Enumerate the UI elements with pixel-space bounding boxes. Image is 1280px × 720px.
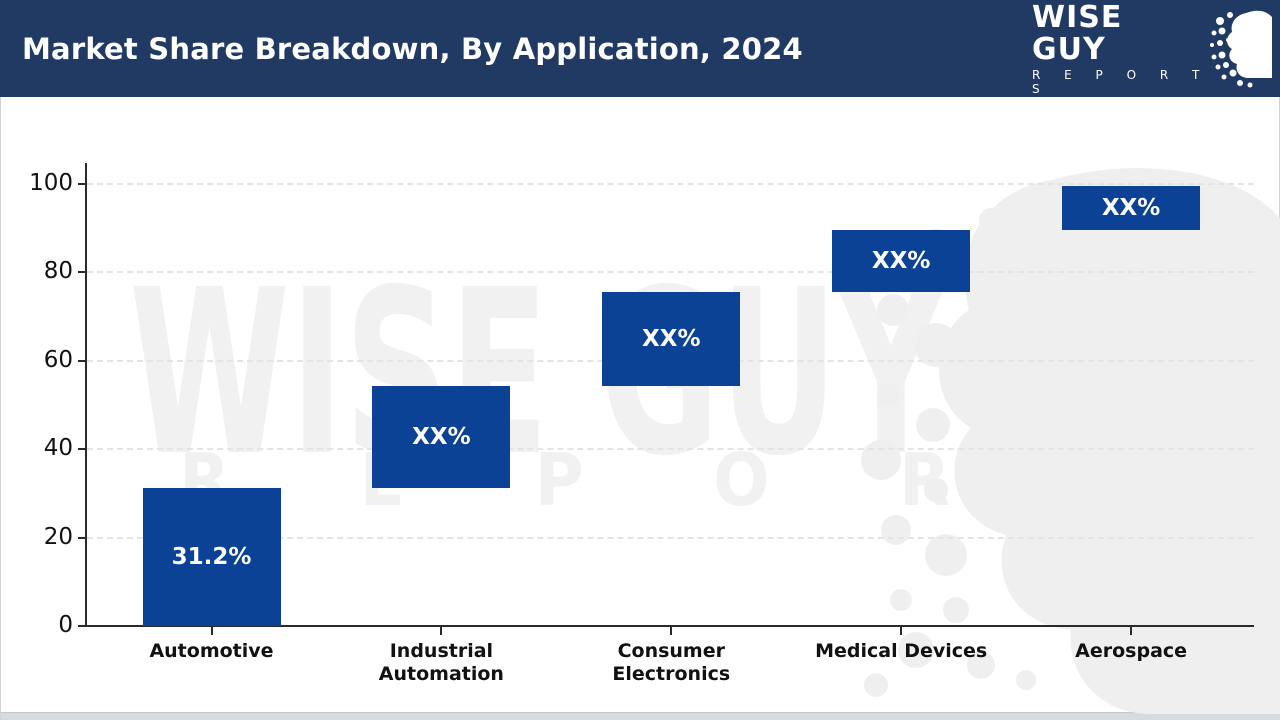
x-tick-mark-industrial-automation bbox=[440, 627, 443, 635]
gridline-100 bbox=[87, 183, 1254, 185]
y-tick-label-20: 20 bbox=[43, 523, 73, 550]
footer-divider bbox=[1, 712, 1280, 713]
logo-face-icon bbox=[1210, 10, 1272, 88]
page-title: Market Share Breakdown, By Application, … bbox=[22, 31, 803, 66]
bar-aerospace: XX% bbox=[1062, 185, 1201, 230]
bar-value-label-automotive: 31.2% bbox=[171, 544, 252, 571]
y-tick-label-60: 60 bbox=[43, 346, 73, 373]
x-tick-mark-automotive bbox=[210, 627, 213, 635]
x-tick-mark-consumer-electronics bbox=[670, 627, 673, 635]
bar-consumer-electronics: XX% bbox=[602, 292, 741, 386]
y-tick-mark-60 bbox=[78, 359, 86, 362]
footer-strip bbox=[1, 713, 1280, 720]
logo-wiseguy-label: WISE GUY bbox=[1032, 0, 1123, 67]
bar-value-label-industrial-automation: XX% bbox=[412, 423, 471, 450]
y-axis-line bbox=[85, 163, 87, 627]
y-tick-label-0: 0 bbox=[58, 612, 73, 638]
title-banner: Market Share Breakdown, By Application, … bbox=[0, 0, 1280, 97]
y-tick-label-100: 100 bbox=[29, 170, 73, 196]
category-label-industrial-automation: Industrial Automation bbox=[378, 640, 504, 685]
x-tick-mark-aerospace bbox=[1130, 627, 1133, 635]
logo-text: WISE GUY R E P O R T S bbox=[1032, 0, 1204, 97]
y-tick-label-80: 80 bbox=[43, 258, 73, 285]
y-tick-mark-100 bbox=[78, 183, 86, 185]
gridline-40 bbox=[87, 448, 1254, 451]
category-label-medical-devices: Medical Devices bbox=[815, 640, 988, 662]
bar-industrial-automation: XX% bbox=[372, 385, 511, 489]
bar-value-label-medical-devices: XX% bbox=[871, 247, 931, 274]
y-tick-mark-0 bbox=[78, 625, 86, 627]
y-tick-mark-40 bbox=[78, 448, 86, 451]
x-tick-mark-medical-devices bbox=[900, 627, 903, 635]
category-label-automotive: Automotive bbox=[149, 640, 274, 662]
x-axis-line bbox=[85, 625, 1254, 627]
wise-guy-reports-logo: WISE GUY R E P O R T S bbox=[1032, 2, 1272, 96]
bar-automotive: 31.2% bbox=[142, 488, 281, 626]
bar-value-label-consumer-electronics: XX% bbox=[642, 325, 701, 352]
category-label-consumer-electronics: Consumer Electronics bbox=[612, 640, 731, 685]
y-tick-mark-20 bbox=[78, 536, 86, 539]
bar-medical-devices: XX% bbox=[832, 229, 971, 293]
bar-value-label-aerospace: XX% bbox=[1101, 194, 1161, 221]
category-label-aerospace: Aerospace bbox=[1075, 640, 1188, 662]
gridline-80 bbox=[87, 271, 1254, 274]
logo-reports-label: R E P O R T S bbox=[1032, 68, 1210, 96]
y-tick-mark-80 bbox=[78, 271, 86, 274]
gridline-20 bbox=[87, 536, 1254, 539]
y-tick-label-40: 40 bbox=[43, 435, 73, 462]
